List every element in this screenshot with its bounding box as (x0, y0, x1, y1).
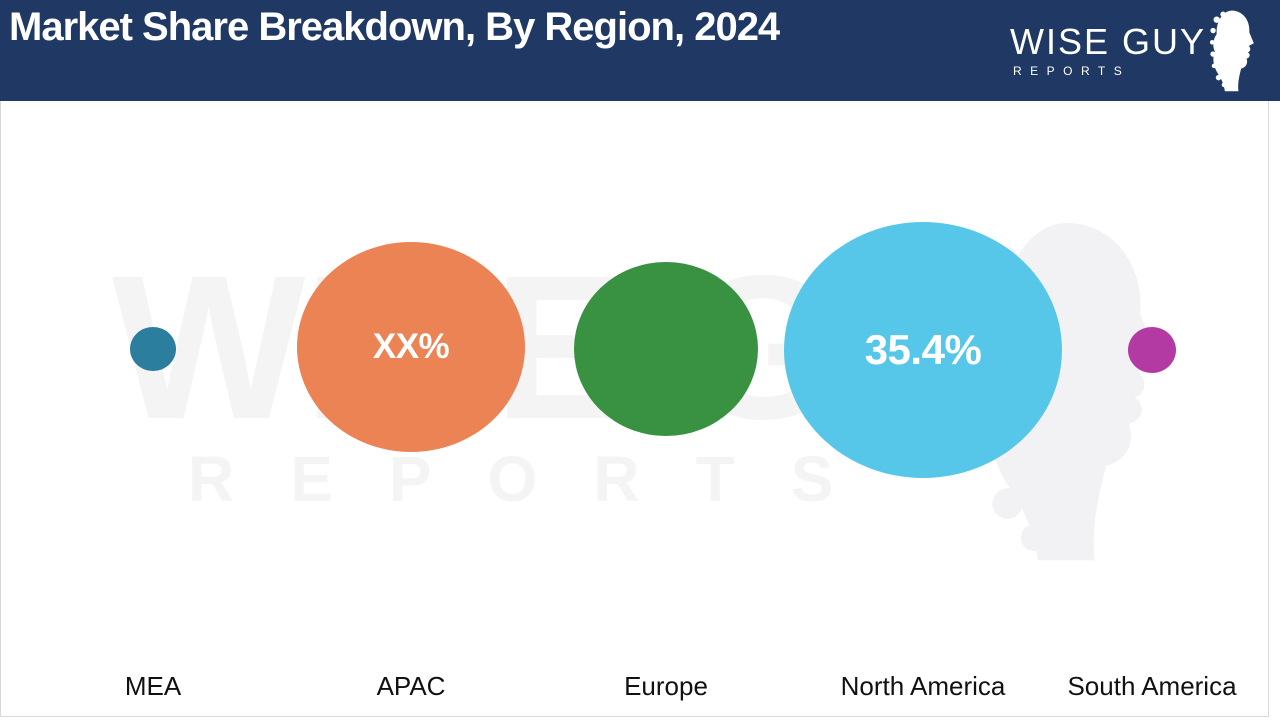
bubble-apac-value: XX% (372, 327, 450, 366)
category-label-apac: APAC (376, 671, 446, 701)
bubble-mea[interactable] (130, 327, 176, 371)
watermark-brand-subtitle: REPORTS (188, 443, 890, 515)
bubble-south-america[interactable] (1128, 327, 1176, 373)
bubble-north-america-value: 35.4% (864, 326, 982, 373)
head-profile-icon (1209, 10, 1254, 92)
header-bar: Market Share Breakdown, By Region, 2024 … (0, 0, 1280, 101)
bubble-north-america[interactable]: 35.4% (784, 222, 1062, 478)
category-label-mea: MEA (124, 671, 182, 701)
brand-logo-text: WISE GUY REPORTS (1009, 20, 1206, 78)
bubble-apac[interactable]: XX% (297, 242, 525, 452)
category-label-europe: Europe (624, 671, 708, 701)
brand-name: WISE GUY (1009, 20, 1206, 62)
page-title: Market Share Breakdown, By Region, 2024 (9, 5, 780, 49)
brand-subtitle: REPORTS (1012, 63, 1131, 78)
category-label-north-america: North America (840, 671, 1006, 701)
category-label-south-america: South America (1067, 671, 1237, 701)
bubble-europe[interactable] (574, 262, 758, 436)
brand-logo: WISE GUY REPORTS (1010, 4, 1272, 96)
